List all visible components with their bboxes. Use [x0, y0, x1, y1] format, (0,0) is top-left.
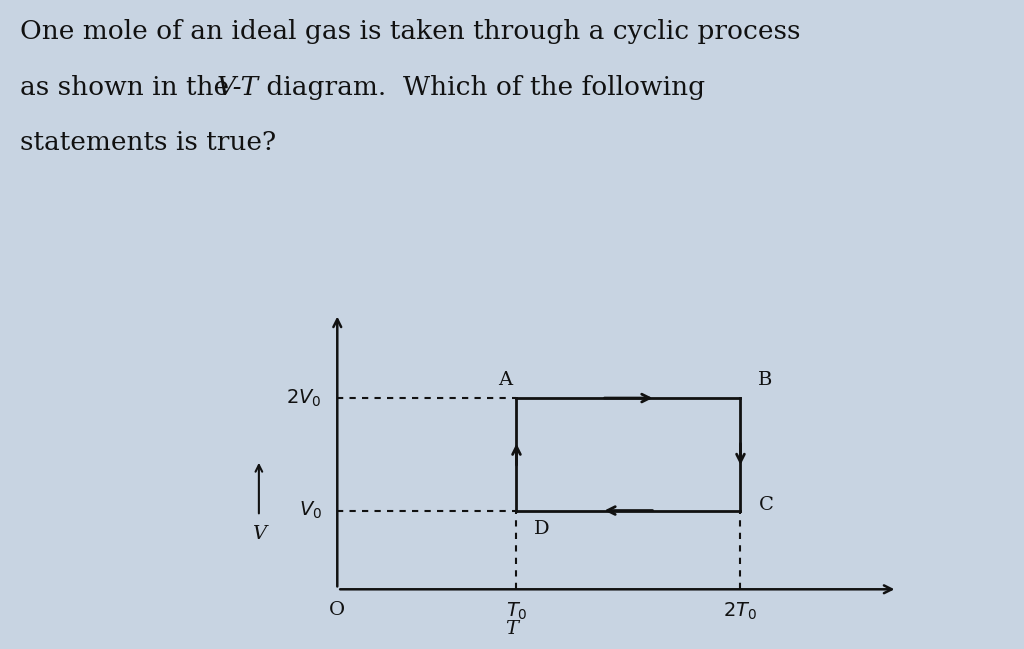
Text: O: O	[330, 600, 345, 618]
Text: One mole of an ideal gas is taken through a cyclic process: One mole of an ideal gas is taken throug…	[20, 19, 801, 45]
Text: V: V	[252, 525, 266, 543]
Text: as shown in the: as shown in the	[20, 75, 238, 100]
Text: $2V_0$: $2V_0$	[286, 387, 322, 409]
Text: A: A	[499, 371, 512, 389]
Text: statements is true?: statements is true?	[20, 130, 276, 155]
Text: D: D	[535, 520, 550, 537]
Text: B: B	[759, 371, 773, 389]
Text: $T_0$: $T_0$	[506, 600, 527, 622]
Text: diagram.  Which of the following: diagram. Which of the following	[258, 75, 706, 100]
Text: $V_0$: $V_0$	[299, 500, 322, 521]
Text: C: C	[759, 496, 773, 514]
Text: $2T_0$: $2T_0$	[723, 600, 758, 622]
Text: T: T	[505, 620, 518, 638]
Text: V-T: V-T	[217, 75, 259, 100]
